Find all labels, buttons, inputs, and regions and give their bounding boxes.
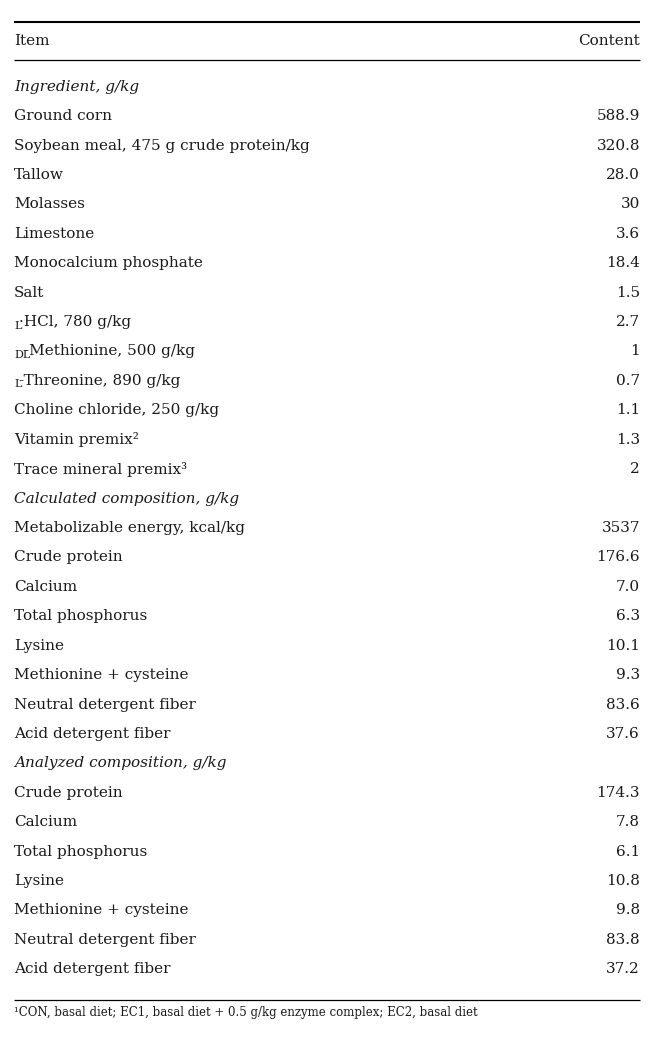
Text: 10.8: 10.8: [606, 874, 640, 888]
Text: 9.3: 9.3: [616, 668, 640, 682]
Text: Item: Item: [14, 34, 50, 48]
Text: ·HCl, 780 g/kg: ·HCl, 780 g/kg: [20, 315, 131, 329]
Text: 1.1: 1.1: [616, 403, 640, 418]
Text: ¹CON, basal diet; EC1, basal diet + 0.5 g/kg enzyme complex; EC2, basal diet: ¹CON, basal diet; EC1, basal diet + 0.5 …: [14, 1006, 477, 1019]
Text: Molasses: Molasses: [14, 198, 85, 211]
Text: Acid detergent fiber: Acid detergent fiber: [14, 727, 171, 741]
Text: 6.3: 6.3: [616, 609, 640, 623]
Text: Calculated composition, g/kg: Calculated composition, g/kg: [14, 491, 239, 506]
Text: 18.4: 18.4: [606, 257, 640, 270]
Text: Monocalcium phosphate: Monocalcium phosphate: [14, 257, 203, 270]
Text: 28.0: 28.0: [606, 168, 640, 182]
Text: 588.9: 588.9: [596, 109, 640, 123]
Text: 3.6: 3.6: [616, 227, 640, 241]
Text: L: L: [14, 321, 22, 330]
Text: 1.5: 1.5: [616, 286, 640, 300]
Text: 320.8: 320.8: [596, 139, 640, 153]
Text: 83.8: 83.8: [606, 933, 640, 947]
Text: Calcium: Calcium: [14, 815, 77, 829]
Text: 1.3: 1.3: [616, 432, 640, 447]
Text: DL: DL: [14, 350, 30, 360]
Text: 2.7: 2.7: [616, 315, 640, 329]
Text: 10.1: 10.1: [606, 639, 640, 652]
Text: Tallow: Tallow: [14, 168, 64, 182]
Text: 1: 1: [630, 344, 640, 359]
Text: -Methionine, 500 g/kg: -Methionine, 500 g/kg: [24, 344, 195, 359]
Text: Salt: Salt: [14, 286, 44, 300]
Text: 7.0: 7.0: [616, 580, 640, 593]
Text: 0.7: 0.7: [616, 373, 640, 388]
Text: 83.6: 83.6: [606, 697, 640, 711]
Text: Choline chloride, 250 g/kg: Choline chloride, 250 g/kg: [14, 403, 219, 418]
Text: 7.8: 7.8: [616, 815, 640, 829]
Text: Total phosphorus: Total phosphorus: [14, 609, 147, 623]
Text: 174.3: 174.3: [596, 786, 640, 800]
Text: 3537: 3537: [602, 521, 640, 535]
Text: 9.8: 9.8: [616, 904, 640, 917]
Text: 30: 30: [621, 198, 640, 211]
Text: 37.2: 37.2: [606, 963, 640, 976]
Text: Lysine: Lysine: [14, 639, 64, 652]
Text: Metabolizable energy, kcal/kg: Metabolizable energy, kcal/kg: [14, 521, 245, 535]
Text: -Threonine, 890 g/kg: -Threonine, 890 g/kg: [20, 373, 181, 388]
Text: Limestone: Limestone: [14, 227, 94, 241]
Text: 176.6: 176.6: [596, 550, 640, 565]
Text: Ground corn: Ground corn: [14, 109, 112, 123]
Text: Acid detergent fiber: Acid detergent fiber: [14, 963, 171, 976]
Text: Trace mineral premix³: Trace mineral premix³: [14, 462, 187, 477]
Text: Soybean meal, 475 g crude protein/kg: Soybean meal, 475 g crude protein/kg: [14, 139, 310, 153]
Text: L: L: [14, 380, 22, 389]
Text: Neutral detergent fiber: Neutral detergent fiber: [14, 933, 196, 947]
Text: Ingredient, g/kg: Ingredient, g/kg: [14, 80, 139, 94]
Text: Neutral detergent fiber: Neutral detergent fiber: [14, 697, 196, 711]
Text: Analyzed composition, g/kg: Analyzed composition, g/kg: [14, 756, 226, 770]
Text: Calcium: Calcium: [14, 580, 77, 593]
Text: Total phosphorus: Total phosphorus: [14, 845, 147, 858]
Text: Crude protein: Crude protein: [14, 550, 123, 565]
Text: Content: Content: [578, 34, 640, 48]
Text: Crude protein: Crude protein: [14, 786, 123, 800]
Text: 6.1: 6.1: [616, 845, 640, 858]
Text: Methionine + cysteine: Methionine + cysteine: [14, 904, 188, 917]
Text: 37.6: 37.6: [606, 727, 640, 741]
Text: 2: 2: [630, 462, 640, 477]
Text: Vitamin premix²: Vitamin premix²: [14, 432, 139, 447]
Text: Methionine + cysteine: Methionine + cysteine: [14, 668, 188, 682]
Text: Lysine: Lysine: [14, 874, 64, 888]
